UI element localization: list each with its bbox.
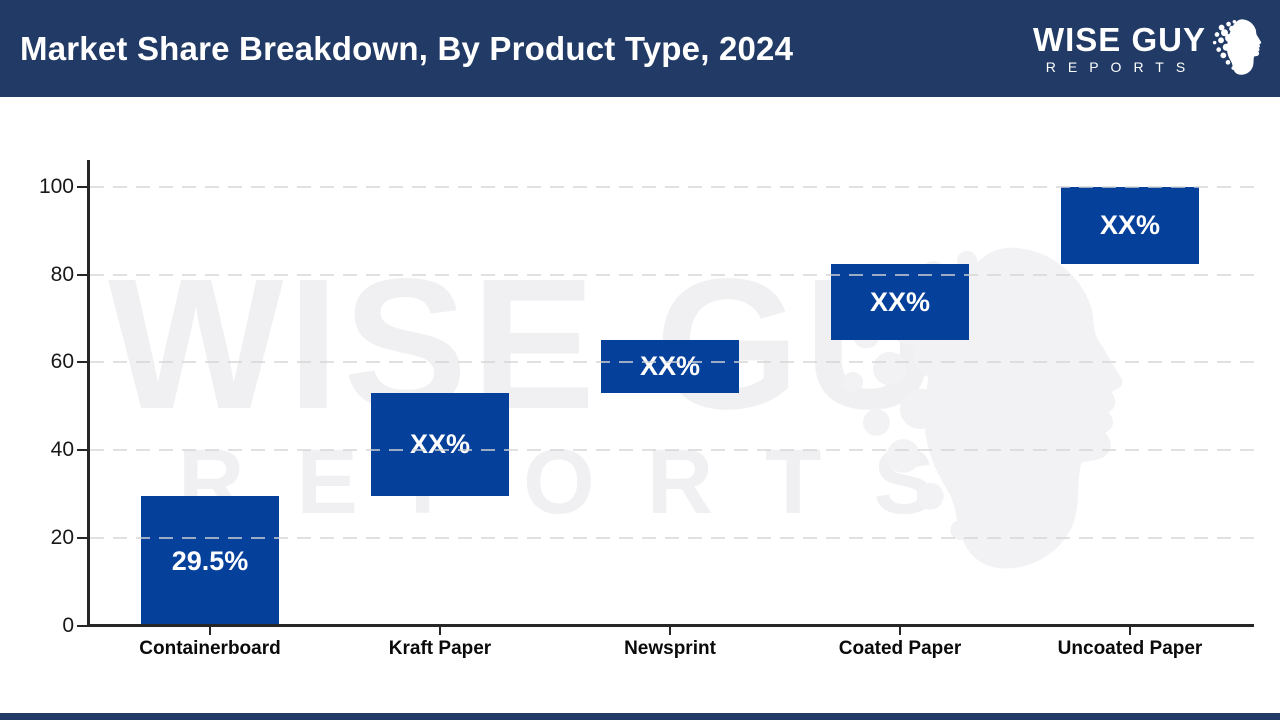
bar-value-label: XX% <box>639 351 701 382</box>
logo-subtitle: REPORTS <box>1045 59 1198 76</box>
y-tick-label-80: 80 <box>50 262 74 286</box>
x-axis-line <box>87 624 1254 627</box>
gridline-20 <box>90 537 1254 540</box>
bar-kraft-paper: XX% <box>371 393 509 497</box>
bar-value-label: XX% <box>869 286 931 317</box>
header-bar: Market Share Breakdown, By Product Type,… <box>0 0 1280 97</box>
category-label-coated-paper: Coated Paper <box>838 638 962 659</box>
bar-containerboard: 29.5% <box>141 496 279 626</box>
y-tick-20 <box>77 537 87 540</box>
gridline-80 <box>90 273 1254 276</box>
bar-uncoated-paper: XX% <box>1061 186 1199 264</box>
category-label-uncoated-paper: Uncoated Paper <box>1057 638 1203 659</box>
y-tick-label-40: 40 <box>50 438 74 462</box>
watermark-reports-text: REPORTS <box>178 431 987 533</box>
logo-wordmark: WISE GUY <box>1032 20 1206 58</box>
x-tick-containerboard <box>209 627 211 635</box>
x-tick-kraft-paper <box>439 627 441 635</box>
bar-value-label: 29.5% <box>171 545 249 576</box>
y-tick-0 <box>77 625 87 627</box>
y-tick-label-100: 100 <box>38 174 74 198</box>
category-label-containerboard: Containerboard <box>139 638 281 659</box>
bar-newsprint: XX% <box>601 340 739 394</box>
x-tick-uncoated-paper <box>1129 627 1131 635</box>
bar-value-label: XX% <box>409 429 471 460</box>
y-tick-100 <box>77 185 87 188</box>
x-tick-coated-paper <box>899 627 901 635</box>
footer-bar <box>0 713 1280 720</box>
y-tick-80 <box>77 273 87 276</box>
y-tick-label-0: 0 <box>62 614 74 637</box>
y-tick-label-20: 20 <box>50 526 74 550</box>
y-tick-40 <box>77 449 87 452</box>
y-tick-label-60: 60 <box>50 350 74 374</box>
bar-coated-paper: XX% <box>831 263 969 341</box>
wiseguy-logo: WISE GUY REPORTS <box>1033 6 1268 92</box>
gridline-100 <box>90 185 1254 188</box>
x-tick-newsprint <box>669 627 671 635</box>
category-label-kraft-paper: Kraft Paper <box>388 638 492 659</box>
category-label-newsprint: Newsprint <box>624 638 716 659</box>
bar-value-label: XX% <box>1099 209 1161 240</box>
logo-face-icon <box>1212 19 1262 75</box>
gridline-40 <box>90 449 1254 452</box>
y-axis-line <box>87 160 90 627</box>
gridline-60 <box>90 361 1254 364</box>
y-tick-60 <box>77 361 87 364</box>
chart-title: Market Share Breakdown, By Product Type,… <box>20 29 794 67</box>
